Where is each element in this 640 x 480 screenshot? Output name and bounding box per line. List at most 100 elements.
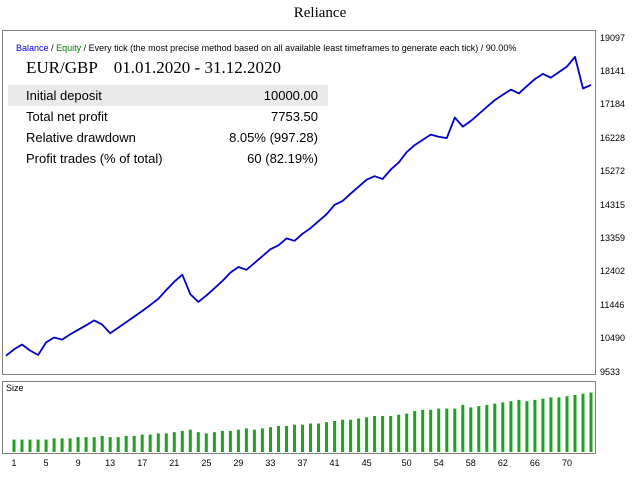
x-tick-label: 54	[433, 458, 444, 468]
stat-value: 10000.00	[263, 88, 318, 103]
size-bar	[413, 411, 417, 452]
y-tick-label: 9533	[600, 366, 621, 377]
balance-line	[5, 55, 592, 357]
y-tick-label: 18141	[600, 65, 626, 76]
size-bar	[525, 401, 529, 452]
size-bar	[429, 409, 433, 452]
size-bar	[349, 419, 353, 452]
size-bar	[236, 429, 240, 452]
x-axis-labels: 1 5 9 13 17 21 25 29 33 37 41 45 50 54 58 62 66 70	[2, 458, 598, 470]
x-tick-label: 9	[75, 458, 81, 468]
size-bar	[76, 437, 80, 452]
y-tick-label: 14315	[600, 199, 626, 210]
stat-label: Total net profit	[26, 109, 108, 124]
size-bar	[52, 438, 56, 452]
x-tick-label: 1	[11, 458, 17, 468]
size-bar	[341, 419, 345, 452]
size-bar	[517, 399, 521, 452]
size-bar	[285, 426, 288, 452]
legend-equity-label: Equity	[56, 43, 82, 53]
size-bar	[509, 401, 513, 452]
stat-label: Profit trades (% of total)	[26, 151, 163, 166]
size-bar	[36, 439, 40, 452]
stat-label: Initial deposit	[26, 88, 102, 103]
size-bar	[589, 392, 593, 452]
x-tick-label: 45	[361, 458, 372, 468]
page-title: Reliance	[293, 5, 347, 21]
stat-value: 60 (82.19%)	[247, 151, 318, 166]
size-bar	[581, 393, 585, 452]
y-tick-label: 13359	[600, 232, 626, 243]
size-bar	[172, 432, 176, 452]
x-tick-label: 50	[401, 458, 412, 468]
size-bar	[461, 404, 465, 452]
size-bar	[116, 437, 120, 452]
size-bar	[565, 396, 569, 452]
x-tick-label: 5	[43, 458, 49, 468]
x-tick-label: 58	[465, 458, 476, 468]
size-bar	[60, 438, 64, 452]
x-tick-label: 25	[201, 458, 212, 468]
size-bar	[140, 434, 144, 452]
size-bar	[469, 407, 473, 452]
x-tick-label: 37	[297, 458, 308, 468]
size-panel-label: Size	[6, 383, 24, 393]
size-bar	[501, 402, 505, 452]
size-bars-chart	[12, 392, 593, 452]
size-bar	[573, 395, 577, 452]
size-bar	[437, 408, 441, 452]
size-bar	[244, 428, 248, 452]
x-tick-label: 70	[561, 458, 572, 468]
size-bar	[397, 414, 401, 452]
size-bar	[212, 432, 216, 452]
size-bar	[84, 437, 88, 452]
stat-label: Relative drawdown	[26, 130, 136, 145]
stat-row-total-net-profit: Total net profit 7753.50	[8, 106, 328, 127]
size-bar	[325, 422, 328, 452]
legend-separator: /	[478, 43, 486, 53]
size-bar	[357, 418, 361, 452]
size-bar	[549, 397, 553, 452]
summary-overlay: EUR/GBP 01.01.2020 - 31.12.2020 Initial d…	[8, 58, 328, 169]
y-axis-labels: 19097 18141 17184 16228 15272 14315 13359 12402…	[600, 31, 638, 377]
size-bar	[301, 424, 304, 452]
y-tick-label: 16228	[600, 132, 626, 143]
balance-curve-chart	[5, 55, 592, 357]
y-tick-label: 19097	[600, 32, 626, 43]
size-bar	[92, 437, 96, 452]
x-tick-label: 13	[105, 458, 116, 468]
size-bar	[533, 399, 537, 452]
size-bar	[309, 423, 312, 452]
size-bar	[333, 421, 337, 452]
y-tick-label: 15272	[600, 166, 626, 177]
size-bar	[220, 430, 224, 452]
y-tick-label: 17184	[600, 99, 626, 110]
size-bar	[381, 416, 385, 452]
x-tick-label: 66	[529, 458, 540, 468]
size-bar	[421, 409, 425, 452]
size-bar	[453, 408, 457, 452]
size-bar	[365, 417, 369, 452]
size-bar	[196, 432, 200, 452]
size-bar	[541, 398, 545, 452]
size-bar	[445, 408, 449, 452]
stat-value: 8.05% (997.28)	[229, 130, 318, 145]
size-bar	[277, 426, 280, 452]
size-bar	[228, 430, 232, 452]
size-bar	[20, 439, 24, 452]
symbol-label: EUR/GBP	[26, 58, 98, 77]
size-bar	[44, 439, 48, 452]
size-bar	[389, 416, 393, 452]
size-bar	[252, 429, 256, 452]
x-tick-label: 17	[137, 458, 148, 468]
size-bar	[557, 397, 561, 452]
size-bar	[405, 413, 409, 452]
legend-balance-label: Balance	[16, 43, 49, 53]
size-bar	[148, 434, 152, 452]
size-bar	[156, 433, 160, 452]
size-bar	[493, 403, 497, 452]
x-tick-label: 41	[329, 458, 340, 468]
size-bar	[485, 404, 489, 452]
x-tick-label: 29	[233, 458, 244, 468]
